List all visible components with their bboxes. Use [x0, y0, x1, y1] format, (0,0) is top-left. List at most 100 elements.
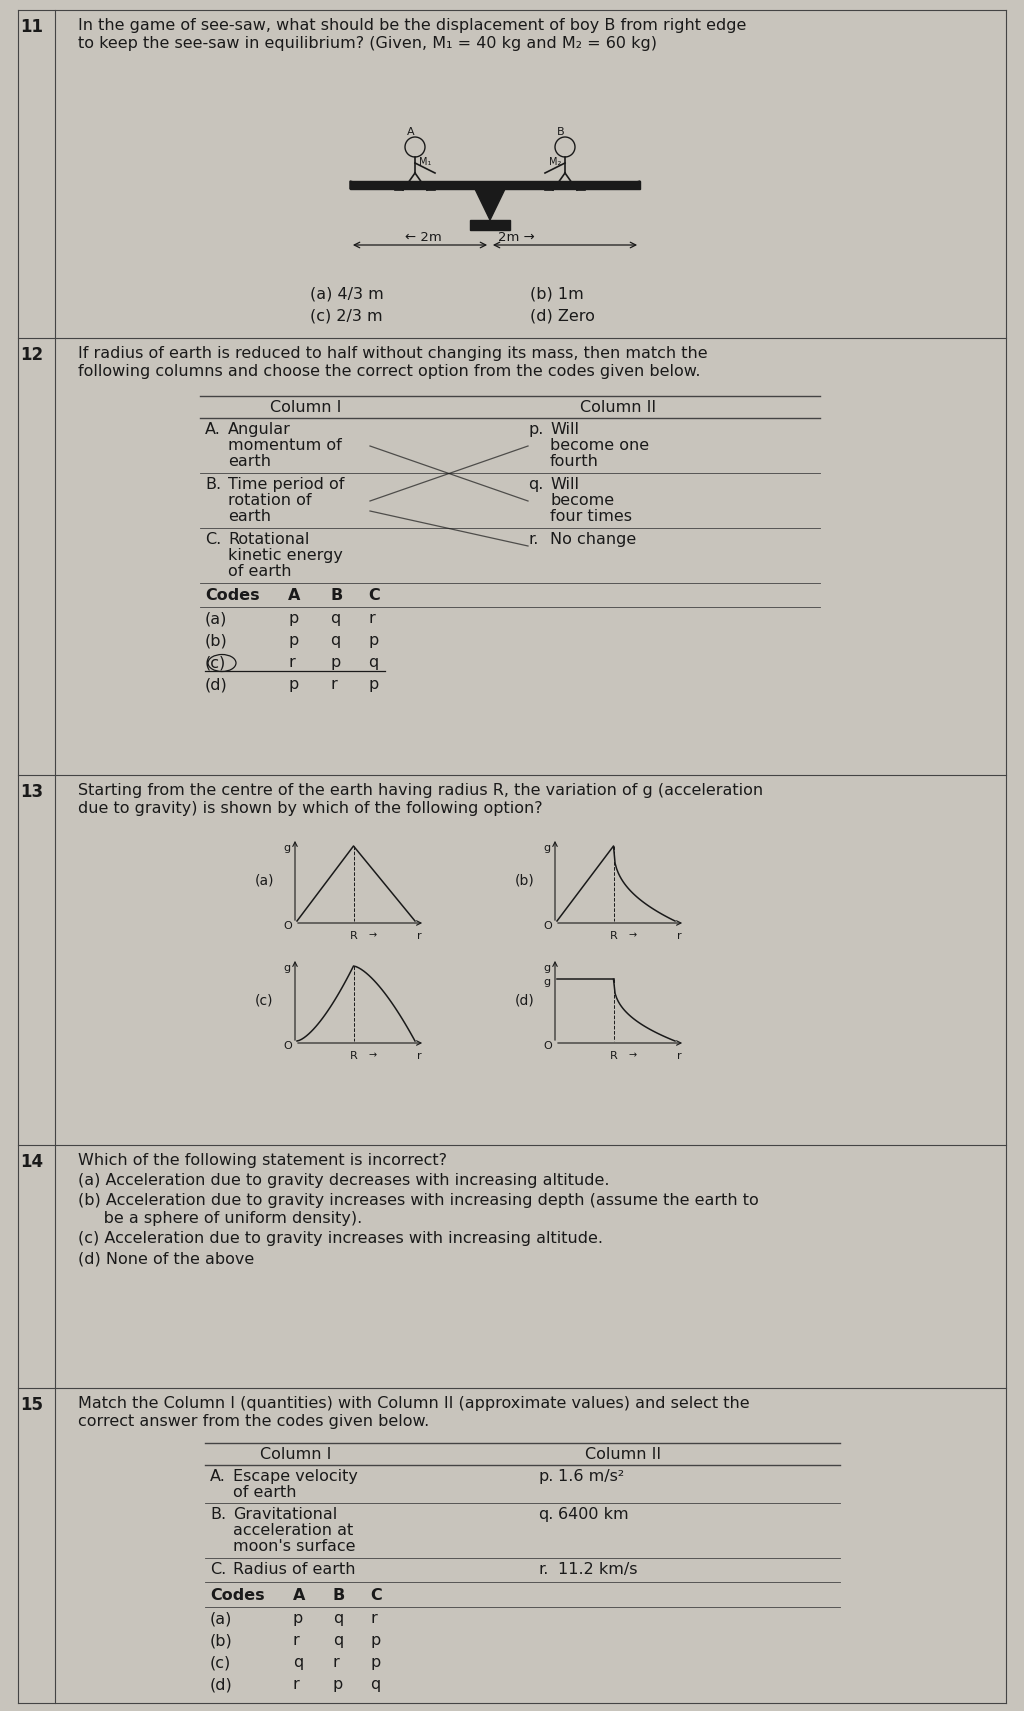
Text: Rotational: Rotational — [228, 532, 309, 548]
Text: (d): (d) — [515, 992, 535, 1008]
Text: Column I: Column I — [260, 1448, 332, 1461]
Text: (a) Acceleration due to gravity decreases with increasing altitude.: (a) Acceleration due to gravity decrease… — [78, 1174, 609, 1187]
Text: (d) None of the above: (d) None of the above — [78, 1251, 254, 1266]
Text: B: B — [557, 127, 565, 137]
Text: Escape velocity: Escape velocity — [233, 1470, 357, 1483]
Text: Angular: Angular — [228, 423, 291, 436]
Text: Radius of earth: Radius of earth — [233, 1562, 355, 1578]
Text: q: q — [333, 1632, 343, 1648]
Text: momentum of: momentum of — [228, 438, 342, 453]
Text: p.: p. — [528, 423, 544, 436]
Text: Starting from the centre of the earth having radius R, the variation of g (accel: Starting from the centre of the earth ha… — [78, 784, 763, 797]
Text: q: q — [333, 1612, 343, 1625]
Text: q: q — [330, 611, 340, 626]
Text: of earth: of earth — [233, 1485, 297, 1501]
Text: moon's surface: moon's surface — [233, 1538, 355, 1554]
Text: p: p — [333, 1677, 343, 1692]
Text: O: O — [543, 921, 552, 931]
Text: A: A — [408, 127, 415, 137]
Text: (a) 4/3 m: (a) 4/3 m — [310, 286, 384, 301]
Text: R: R — [609, 931, 617, 941]
Polygon shape — [475, 188, 505, 221]
Text: R: R — [349, 931, 357, 941]
Text: (b): (b) — [210, 1632, 232, 1648]
Text: B.: B. — [210, 1507, 226, 1523]
Text: ← 2m: ← 2m — [406, 231, 441, 245]
Text: r.: r. — [528, 532, 539, 548]
Text: (a): (a) — [205, 611, 227, 626]
Text: g: g — [283, 844, 290, 854]
Text: p.: p. — [538, 1470, 553, 1483]
Text: Column I: Column I — [270, 400, 341, 416]
Text: R: R — [609, 1051, 617, 1061]
Text: p: p — [368, 678, 378, 691]
Text: rotation of: rotation of — [228, 493, 311, 508]
Text: r: r — [368, 611, 375, 626]
Text: (c): (c) — [255, 992, 273, 1008]
Text: r: r — [330, 678, 337, 691]
Text: M₁: M₁ — [419, 157, 431, 168]
Text: p: p — [370, 1632, 380, 1648]
Text: Will: Will — [550, 477, 579, 493]
Text: 12: 12 — [20, 346, 43, 364]
Text: In the game of see-saw, what should be the displacement of boy B from right edge: In the game of see-saw, what should be t… — [78, 19, 746, 33]
Text: correct answer from the codes given below.: correct answer from the codes given belo… — [78, 1413, 429, 1429]
Text: p: p — [370, 1655, 380, 1670]
Text: of earth: of earth — [228, 565, 292, 578]
Text: →: → — [629, 1051, 637, 1061]
Text: q.: q. — [538, 1507, 553, 1523]
Text: acceleration at: acceleration at — [233, 1523, 353, 1538]
Text: B: B — [333, 1588, 345, 1603]
Text: Gravitational: Gravitational — [233, 1507, 337, 1523]
Text: r: r — [417, 1051, 422, 1061]
Text: become one: become one — [550, 438, 649, 453]
Text: (c): (c) — [205, 655, 226, 671]
Polygon shape — [350, 181, 640, 188]
Text: C: C — [368, 589, 380, 602]
Text: No change: No change — [550, 532, 636, 548]
Text: →: → — [369, 1051, 377, 1061]
Text: q.: q. — [528, 477, 544, 493]
Text: g: g — [283, 963, 290, 974]
Text: p: p — [330, 655, 340, 671]
Text: g: g — [543, 844, 550, 854]
Text: p: p — [293, 1612, 303, 1625]
Text: Which of the following statement is incorrect?: Which of the following statement is inco… — [78, 1153, 447, 1169]
Text: (b) 1m: (b) 1m — [530, 286, 584, 301]
Text: Match the Column I (quantities) with Column II (approximate values) and select t: Match the Column I (quantities) with Col… — [78, 1396, 750, 1412]
Polygon shape — [470, 221, 510, 229]
Text: r: r — [417, 931, 422, 941]
Text: (c) Acceleration due to gravity increases with increasing altitude.: (c) Acceleration due to gravity increase… — [78, 1230, 603, 1246]
Text: →: → — [629, 931, 637, 939]
Text: q: q — [370, 1677, 380, 1692]
Text: (b) Acceleration due to gravity increases with increasing depth (assume the eart: (b) Acceleration due to gravity increase… — [78, 1193, 759, 1208]
Text: 2m →: 2m → — [498, 231, 535, 245]
Text: p: p — [288, 611, 298, 626]
Text: C.: C. — [210, 1562, 226, 1578]
Text: O: O — [543, 1040, 552, 1051]
Text: A: A — [288, 589, 300, 602]
Text: O: O — [283, 1040, 292, 1051]
Text: 11.2 km/s: 11.2 km/s — [558, 1562, 638, 1578]
Text: M₂: M₂ — [549, 157, 561, 168]
Text: g: g — [543, 963, 550, 974]
Text: r: r — [288, 655, 295, 671]
Text: Column II: Column II — [580, 400, 656, 416]
Text: B.: B. — [205, 477, 221, 493]
Text: r: r — [370, 1612, 377, 1625]
Text: r.: r. — [538, 1562, 549, 1578]
Text: q: q — [368, 655, 378, 671]
Text: r: r — [333, 1655, 340, 1670]
Text: r: r — [677, 931, 682, 941]
Text: Time period of: Time period of — [228, 477, 344, 493]
Text: p: p — [288, 633, 298, 648]
Text: (b): (b) — [515, 873, 535, 886]
Text: r: r — [293, 1632, 300, 1648]
Text: R: R — [349, 1051, 357, 1061]
Text: following columns and choose the correct option from the codes given below.: following columns and choose the correct… — [78, 364, 700, 380]
Text: B: B — [330, 589, 342, 602]
Text: Column II: Column II — [585, 1448, 662, 1461]
Text: 1.6 m/s²: 1.6 m/s² — [558, 1470, 624, 1483]
Text: O: O — [283, 921, 292, 931]
Text: to keep the see-saw in equilibrium? (Given, M₁ = 40 kg and M₂ = 60 kg): to keep the see-saw in equilibrium? (Giv… — [78, 36, 657, 51]
